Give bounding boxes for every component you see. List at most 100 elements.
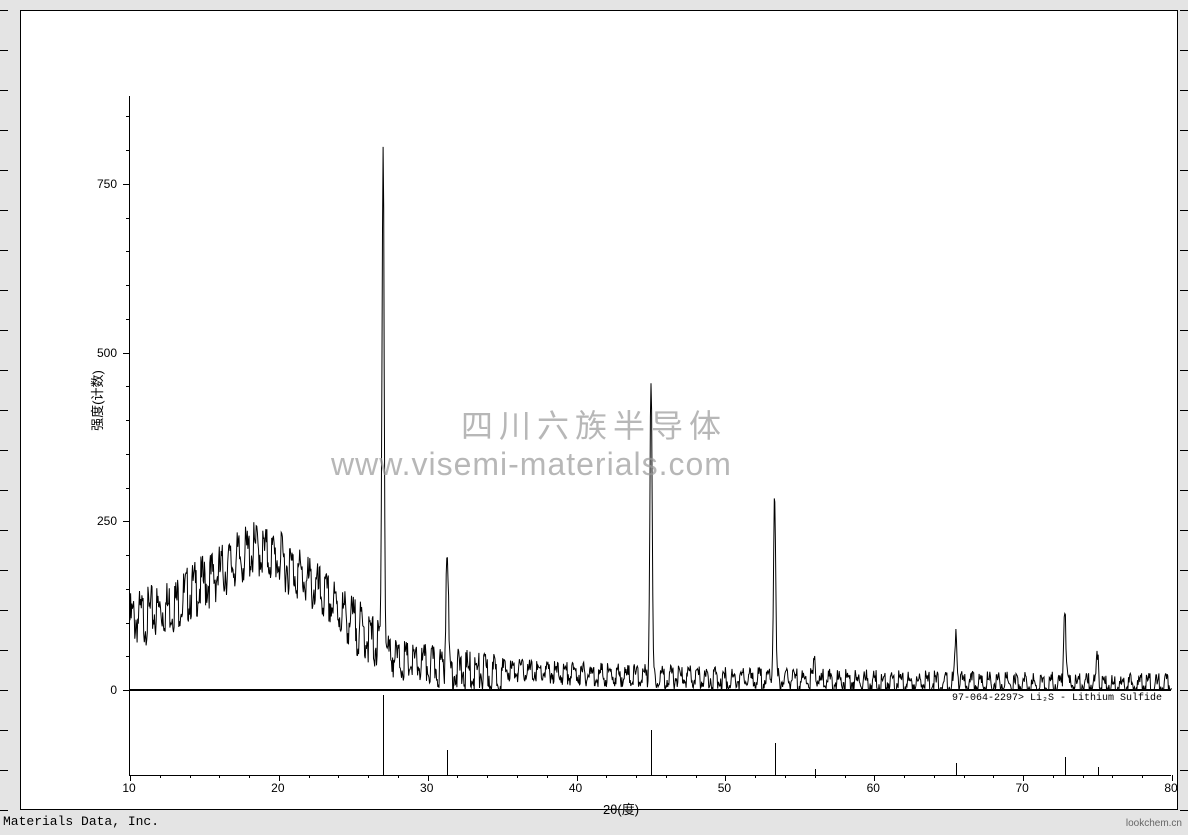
y-tick	[123, 521, 129, 522]
y-minor-tick	[126, 589, 129, 590]
reference-peak-line	[1065, 757, 1066, 775]
outer-ruler-tick	[1180, 810, 1188, 811]
outer-ruler-tick	[0, 250, 8, 251]
plot-area	[129, 96, 1171, 690]
x-tick-label: 20	[271, 781, 284, 795]
outer-ruler-tick	[0, 730, 8, 731]
footer-right: lookchem.cn	[1126, 818, 1182, 829]
y-tick-label: 0	[77, 683, 117, 697]
outer-ruler-tick	[1180, 730, 1188, 731]
x-minor-tick	[309, 775, 310, 778]
x-tick-label: 70	[1015, 781, 1028, 795]
x-tick-label: 10	[122, 781, 135, 795]
x-axis-title: 2θ(度)	[603, 799, 639, 818]
outer-ruler-tick	[1180, 570, 1188, 571]
y-minor-tick	[126, 656, 129, 657]
y-minor-tick	[126, 555, 129, 556]
x-minor-tick	[755, 775, 756, 778]
x-minor-tick	[190, 775, 191, 778]
x-tick-label: 60	[867, 781, 880, 795]
outer-ruler-tick	[0, 130, 8, 131]
watermark-line1: 四川六族半导体	[461, 401, 727, 447]
x-minor-tick	[993, 775, 994, 778]
outer-ruler-tick	[0, 210, 8, 211]
x-minor-tick	[338, 775, 339, 778]
outer-ruler-tick	[0, 50, 8, 51]
outer-ruler-tick	[0, 370, 8, 371]
x-minor-tick	[1142, 775, 1143, 778]
y-tick-label: 500	[77, 346, 117, 360]
x-minor-tick	[457, 775, 458, 778]
x-minor-tick	[785, 775, 786, 778]
y-tick	[123, 690, 129, 691]
y-minor-tick	[126, 285, 129, 286]
x-minor-tick	[398, 775, 399, 778]
y-tick	[123, 184, 129, 185]
x-minor-tick	[904, 775, 905, 778]
x-minor-tick	[1053, 775, 1054, 778]
outer-ruler-tick	[0, 610, 8, 611]
outer-ruler-tick	[0, 410, 8, 411]
outer-ruler-tick	[0, 490, 8, 491]
x-minor-tick	[666, 775, 667, 778]
x-minor-tick	[487, 775, 488, 778]
x-minor-tick	[845, 775, 846, 778]
x-minor-tick	[696, 775, 697, 778]
footer-left: Materials Data, Inc.	[3, 814, 159, 829]
outer-ruler-tick	[1180, 170, 1188, 171]
y-tick-label: 750	[77, 177, 117, 191]
y-minor-tick	[126, 319, 129, 320]
y-minor-tick	[126, 488, 129, 489]
outer-ruler-tick	[1180, 770, 1188, 771]
outer-ruler-tick	[0, 570, 8, 571]
y-axis-title: 强度(计数)	[87, 370, 106, 431]
x-minor-tick	[636, 775, 637, 778]
outer-ruler-tick	[0, 810, 8, 811]
outer-ruler-tick	[0, 650, 8, 651]
outer-ruler-tick	[1180, 690, 1188, 691]
x-tick-label: 50	[718, 781, 731, 795]
chart-frame: 97-064-2297> Li₂S - Lithium Sulfide 强度(计…	[20, 10, 1178, 810]
y-minor-tick	[126, 251, 129, 252]
x-tick-label: 40	[569, 781, 582, 795]
outer-ruler-tick	[1180, 450, 1188, 451]
watermark-line2: www.visemi-materials.com	[331, 446, 732, 483]
y-minor-tick	[126, 386, 129, 387]
reference-peak-line	[956, 763, 957, 775]
reference-peak-line	[815, 769, 816, 775]
y-minor-tick	[126, 454, 129, 455]
x-minor-tick	[368, 775, 369, 778]
x-minor-tick	[815, 775, 816, 778]
outer-ruler-tick	[0, 330, 8, 331]
outer-ruler-tick	[1180, 90, 1188, 91]
y-tick	[123, 353, 129, 354]
x-tick-label: 80	[1164, 781, 1177, 795]
outer-ruler-tick	[1180, 530, 1188, 531]
x-minor-tick	[517, 775, 518, 778]
x-minor-tick	[606, 775, 607, 778]
outer-ruler-tick	[1180, 490, 1188, 491]
x-minor-tick	[160, 775, 161, 778]
x-minor-tick	[1083, 775, 1084, 778]
reference-peak-line	[383, 695, 384, 775]
outer-ruler-tick	[1180, 370, 1188, 371]
y-minor-tick	[126, 116, 129, 117]
outer-ruler-tick	[0, 290, 8, 291]
outer-ruler-tick	[0, 170, 8, 171]
y-minor-tick	[126, 623, 129, 624]
outer-ruler-tick	[1180, 410, 1188, 411]
outer-ruler-tick	[1180, 290, 1188, 291]
y-minor-tick	[126, 420, 129, 421]
outer-ruler-tick	[0, 530, 8, 531]
outer-ruler-tick	[0, 10, 8, 11]
y-minor-tick	[126, 150, 129, 151]
outer-ruler-tick	[0, 90, 8, 91]
reference-peak-line	[651, 730, 652, 775]
outer-ruler-tick	[0, 770, 8, 771]
outer-ruler-tick	[1180, 250, 1188, 251]
outer-ruler-tick	[1180, 650, 1188, 651]
x-tick-label: 30	[420, 781, 433, 795]
reference-peak-line	[447, 750, 448, 775]
outer-ruler-tick	[1180, 130, 1188, 131]
x-minor-tick	[964, 775, 965, 778]
